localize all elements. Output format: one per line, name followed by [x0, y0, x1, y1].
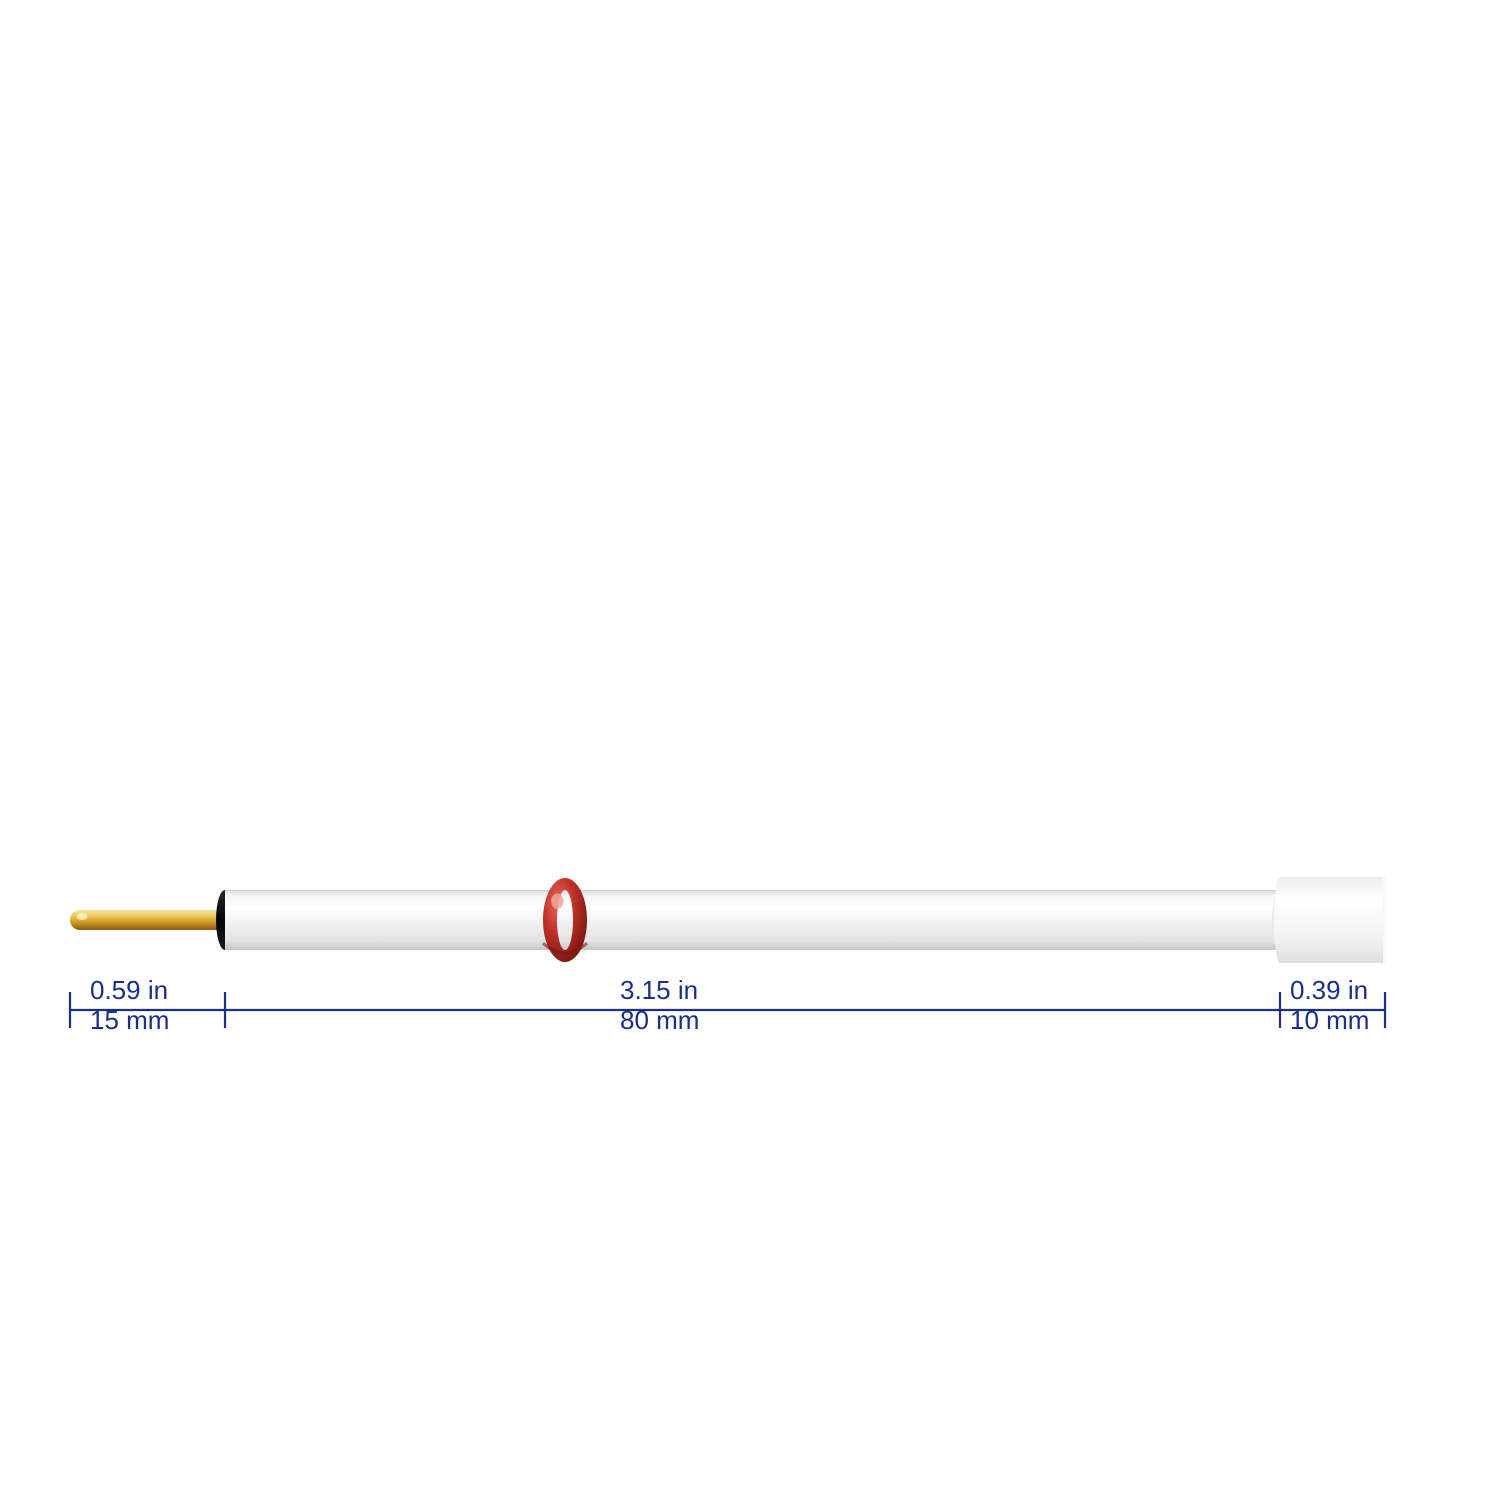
dimension-body-inches: 3.15 in	[620, 976, 699, 1006]
dimension-lines	[0, 0, 1500, 1500]
dimension-tip-inches: 0.59 in	[90, 976, 169, 1006]
diagram-canvas: 0.59 in 15 mm 3.15 in 80 mm 0.39 in 10 m…	[0, 0, 1500, 1500]
dimension-body-mm: 80 mm	[620, 1006, 699, 1036]
dimension-tip-mm: 15 mm	[90, 1006, 169, 1036]
dimension-label-tip: 0.59 in 15 mm	[90, 976, 169, 1036]
dimension-cap-mm: 10 mm	[1290, 1006, 1369, 1036]
dimension-cap-inches: 0.39 in	[1290, 976, 1369, 1006]
dimension-label-body: 3.15 in 80 mm	[620, 976, 699, 1036]
dimension-label-cap: 0.39 in 10 mm	[1290, 976, 1369, 1036]
